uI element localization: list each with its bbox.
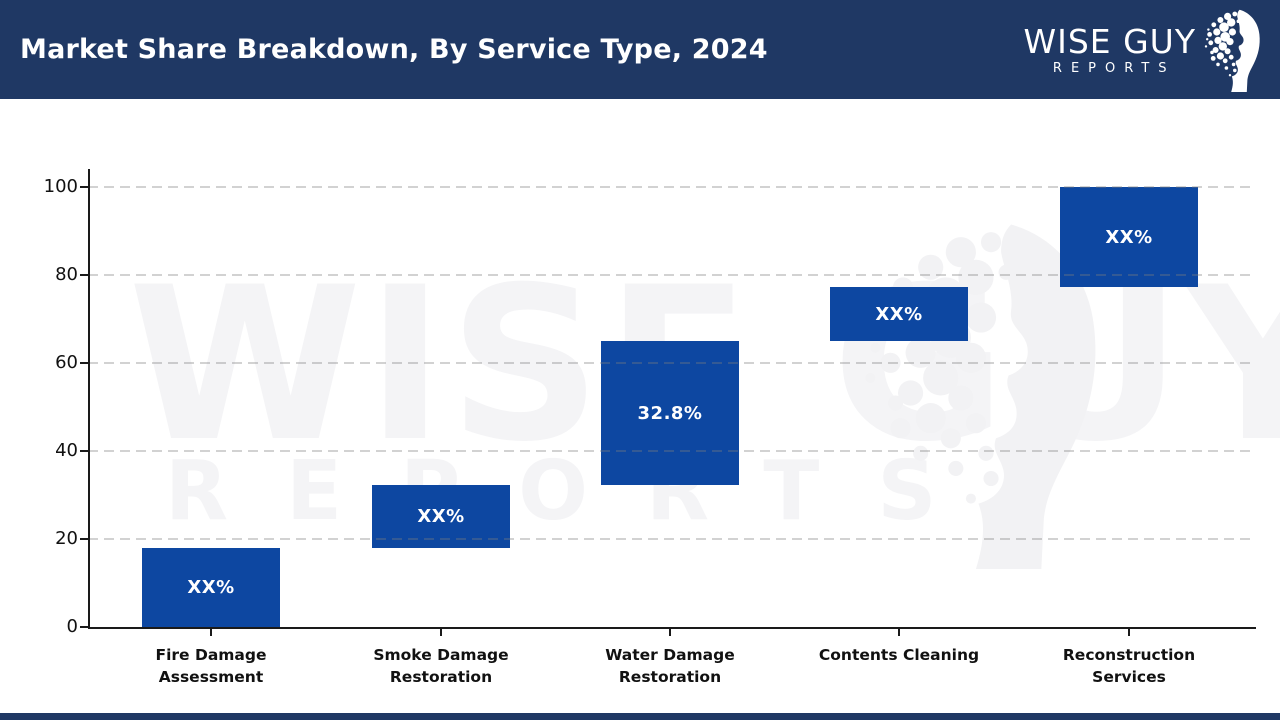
wiseguy-logo: WISE GUY REPORTS — [1023, 8, 1266, 92]
x-axis-tick-mark — [1128, 629, 1130, 636]
y-axis-tick-mark — [80, 538, 88, 540]
gridline — [88, 274, 1256, 276]
x-axis-tick-mark — [210, 629, 212, 636]
y-axis-tick-label: 60 — [55, 352, 78, 373]
bar-segment: XX% — [1060, 187, 1198, 288]
wiseguy-face-icon — [1204, 9, 1260, 92]
gridline — [88, 538, 1256, 540]
chart-title: Market Share Breakdown, By Service Type,… — [20, 34, 768, 65]
bar-value-label: XX% — [187, 576, 235, 598]
category-label: Contents Cleaning — [818, 646, 980, 664]
y-axis-tick-mark — [80, 450, 88, 452]
gridline — [88, 450, 1256, 452]
y-axis-tick-mark — [80, 186, 88, 188]
y-axis-tick-mark — [80, 362, 88, 364]
chart-area: WISE GUY REPORTS XX%XX%32.8%XX%XX%020406… — [0, 99, 1280, 713]
gridline — [88, 186, 1256, 188]
y-axis-tick-label: 80 — [55, 264, 78, 285]
bar-segment: XX% — [142, 547, 280, 627]
category-label: Water Damage Restoration — [605, 646, 735, 686]
watermark-subtitle: REPORTS — [165, 444, 995, 539]
x-axis-tick-mark — [440, 629, 442, 636]
bar-segment: XX% — [372, 485, 510, 548]
y-axis-tick-label: 20 — [55, 528, 78, 549]
y-axis-tick-mark — [80, 626, 88, 628]
bar-value-label: 32.8% — [637, 402, 703, 424]
y-axis-tick-label: 100 — [43, 176, 78, 197]
wiseguy-logo-text: WISE GUY REPORTS — [1023, 25, 1196, 75]
bar-segment: 32.8% — [601, 341, 739, 486]
y-axis-line — [88, 169, 90, 629]
gridline — [88, 362, 1256, 364]
bar-segment: XX% — [830, 287, 968, 341]
bar-value-label: XX% — [417, 506, 465, 528]
y-axis-tick-mark — [80, 274, 88, 276]
x-axis-line — [88, 627, 1256, 629]
category-label: Reconstruction Services — [1062, 646, 1196, 686]
logo-subtitle: REPORTS — [1052, 60, 1176, 76]
bar-value-label: XX% — [1105, 226, 1153, 248]
category-label: Smoke Damage Restoration — [373, 646, 509, 686]
y-axis-tick-label: 40 — [55, 440, 78, 461]
logo-wordmark: WISE GUY — [1023, 21, 1196, 61]
category-label: Fire Damage Assessment — [155, 646, 267, 686]
x-axis-tick-mark — [669, 629, 671, 636]
footer-bar — [0, 713, 1280, 720]
y-axis-tick-label: 0 — [66, 616, 78, 637]
x-axis-tick-mark — [898, 629, 900, 636]
bar-value-label: XX% — [875, 303, 923, 325]
header-bar: Market Share Breakdown, By Service Type,… — [0, 0, 1280, 99]
